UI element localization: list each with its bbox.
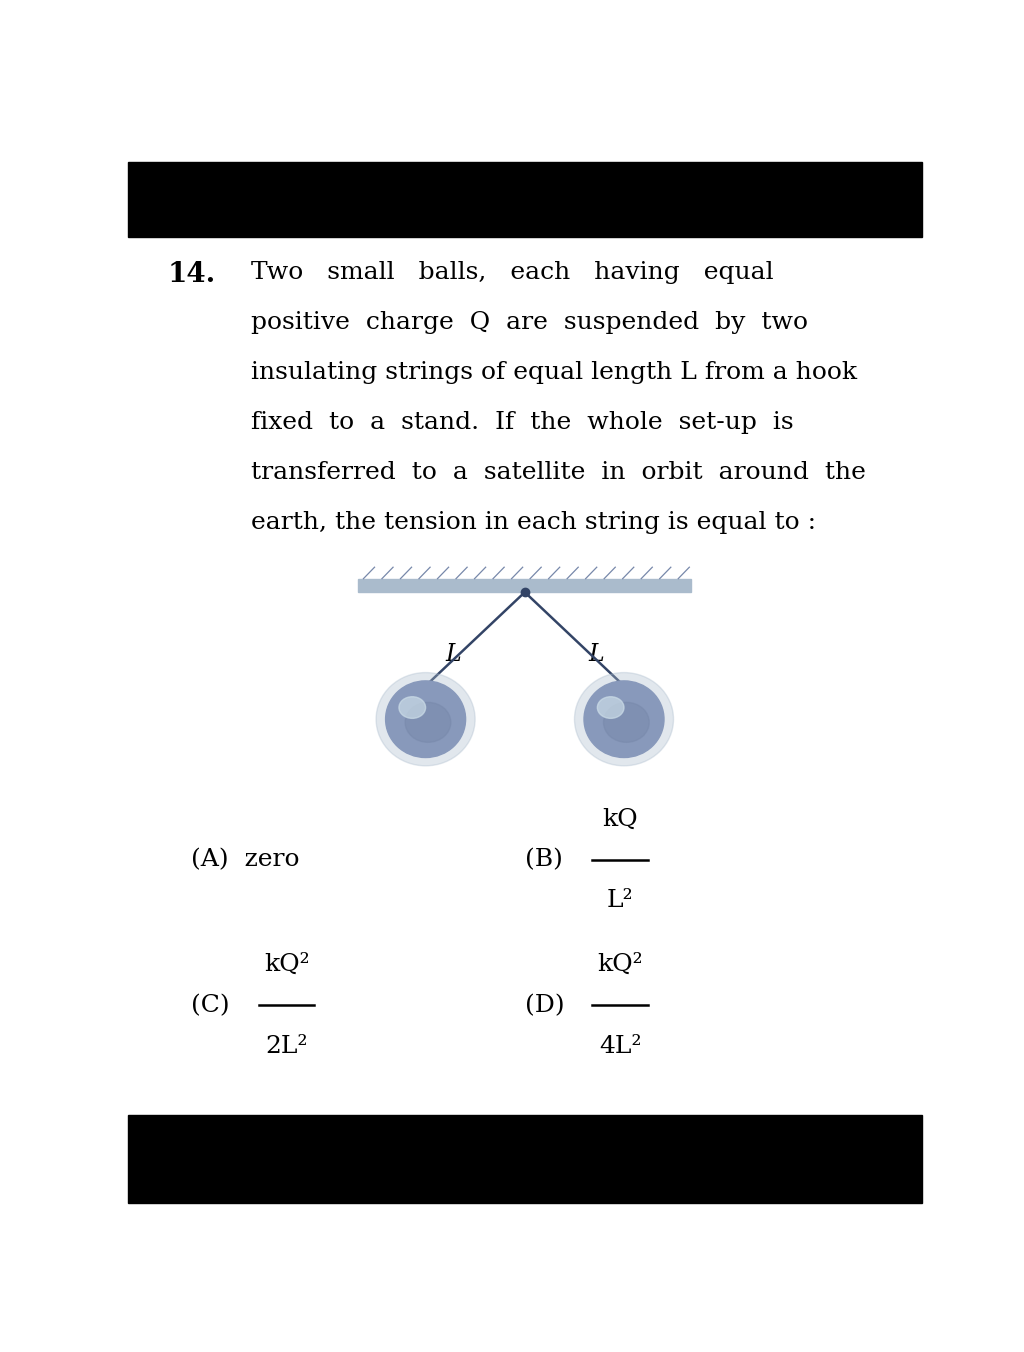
Text: (C): (C) [191,994,230,1017]
Ellipse shape [574,672,674,765]
Text: earth, the tension in each string is equal to :: earth, the tension in each string is equ… [251,511,816,534]
Text: fixed  to  a  stand.  If  the  whole  set-up  is: fixed to a stand. If the whole set-up is [251,411,794,434]
Text: positive  charge  Q  are  suspended  by  two: positive charge Q are suspended by two [251,311,808,334]
Text: L: L [589,644,604,667]
Text: q: q [387,710,400,729]
Text: (D): (D) [524,994,564,1017]
Ellipse shape [399,696,426,718]
Bar [128,162,922,237]
Text: L: L [445,644,461,667]
Text: m: m [612,710,631,729]
Ellipse shape [406,702,451,742]
Text: (A)  zero: (A) zero [191,848,300,871]
Text: Two   small   balls,   each   having   equal: Two small balls, each having equal [251,261,774,284]
Text: L²: L² [606,888,634,911]
Ellipse shape [597,696,624,718]
Text: 4L²: 4L² [599,1034,641,1057]
Bar [128,1115,922,1203]
Text: transferred  to  a  satellite  in  orbit  around  the: transferred to a satellite in orbit arou… [251,461,866,484]
Ellipse shape [376,672,475,765]
Text: kQ: kQ [602,807,638,830]
Text: 2L²: 2L² [265,1034,308,1057]
Text: q: q [646,710,659,729]
Bar [358,579,691,592]
Text: 14.: 14. [168,261,216,288]
Ellipse shape [386,681,466,757]
Ellipse shape [603,702,649,742]
Text: insulating strings of equal length L from a hook: insulating strings of equal length L fro… [251,361,857,384]
Text: m: m [417,710,435,729]
Text: kQ²: kQ² [264,953,309,976]
Text: kQ²: kQ² [597,953,643,976]
Text: (B): (B) [524,848,562,871]
Ellipse shape [584,681,664,757]
